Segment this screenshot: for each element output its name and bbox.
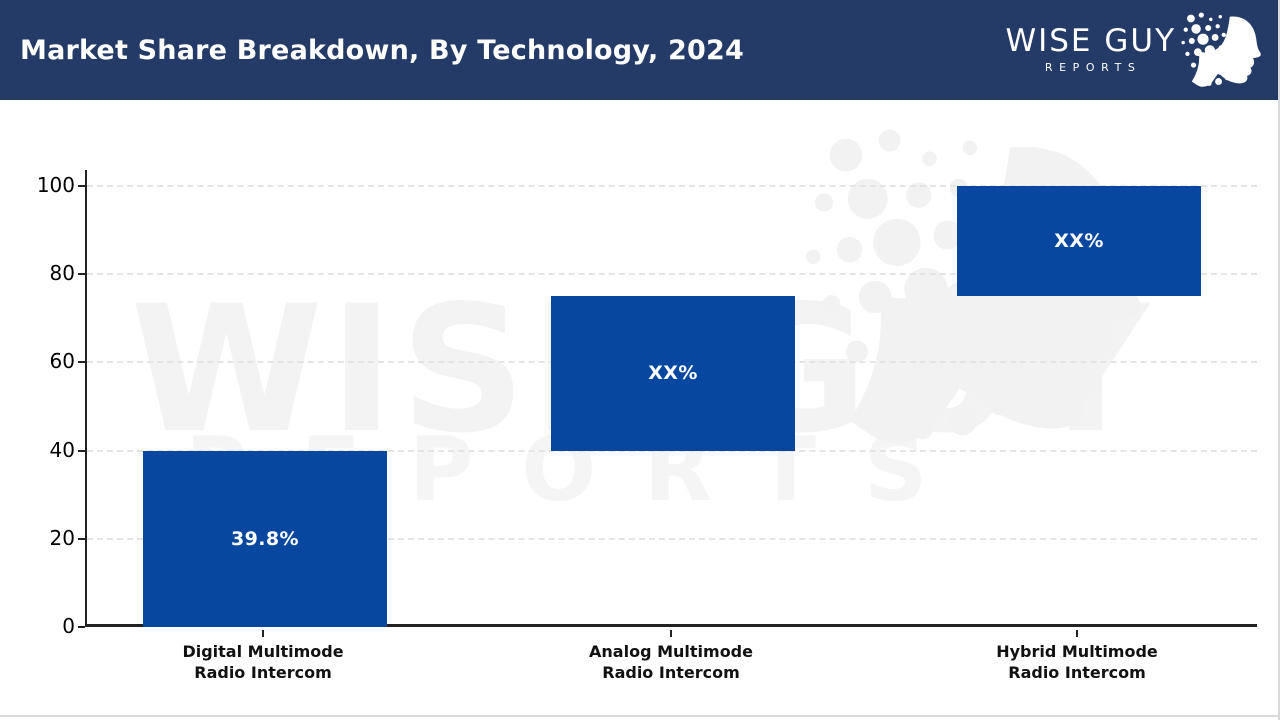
x-tick-label: Hybrid Multimode Radio Intercom	[907, 641, 1247, 683]
gridline	[87, 273, 1257, 276]
bar-value-label: 39.8%	[231, 528, 299, 551]
y-tick-mark	[78, 361, 85, 364]
x-tick-mark	[262, 630, 264, 637]
wiseguy-logo: WISE GUY REPORTS	[1005, 9, 1266, 91]
bar-value-label: XX%	[648, 362, 698, 385]
gridline	[87, 185, 1257, 187]
y-tick-label: 100	[36, 173, 75, 197]
bar-value-label: XX%	[1054, 230, 1104, 253]
y-tick-mark	[78, 185, 85, 187]
y-tick-label: 20	[49, 525, 75, 550]
x-tick-label-line: Analog Multimode	[589, 642, 753, 661]
logo-text: WISE GUY REPORTS	[1005, 23, 1176, 75]
bar: 39.8%	[143, 451, 387, 627]
bar: XX%	[551, 296, 795, 451]
plot-area: 39.8% XX% XX%	[85, 170, 1257, 627]
y-tick-mark	[78, 537, 85, 540]
x-tick-label-line: Radio Intercom	[1008, 663, 1146, 682]
gridline	[87, 537, 1257, 540]
y-tick-label: 80	[49, 261, 75, 286]
x-tick-label: Digital Multimode Radio Intercom	[93, 641, 433, 683]
y-tick-mark	[78, 449, 85, 452]
y-tick-mark	[78, 273, 85, 276]
x-tick-label-line: Hybrid Multimode	[996, 642, 1158, 661]
x-tick-label-line: Radio Intercom	[602, 663, 740, 682]
bar: XX%	[957, 186, 1201, 297]
chart-title: Market Share Breakdown, By Technology, 2…	[20, 34, 745, 66]
x-tick-mark	[1076, 630, 1078, 637]
header-bar: Market Share Breakdown, By Technology, 2…	[0, 0, 1278, 100]
logo-wordmark: WISE GUY	[1005, 23, 1176, 59]
x-tick-label-line: Digital Multimode	[182, 642, 344, 661]
y-tick-label: 60	[49, 349, 75, 374]
logo-subtext: REPORTS	[1044, 61, 1142, 74]
y-tick-mark	[78, 626, 85, 628]
x-tick-label: Analog Multimode Radio Intercom	[501, 641, 841, 683]
wiseguy-face-icon	[1181, 12, 1261, 87]
x-tick-mark	[670, 630, 672, 637]
y-tick-label: 40	[49, 437, 75, 462]
y-tick-label: 0	[62, 614, 75, 638]
bottom-divider	[0, 715, 1278, 717]
x-tick-label-line: Radio Intercom	[194, 663, 332, 682]
gridline	[87, 449, 1257, 452]
